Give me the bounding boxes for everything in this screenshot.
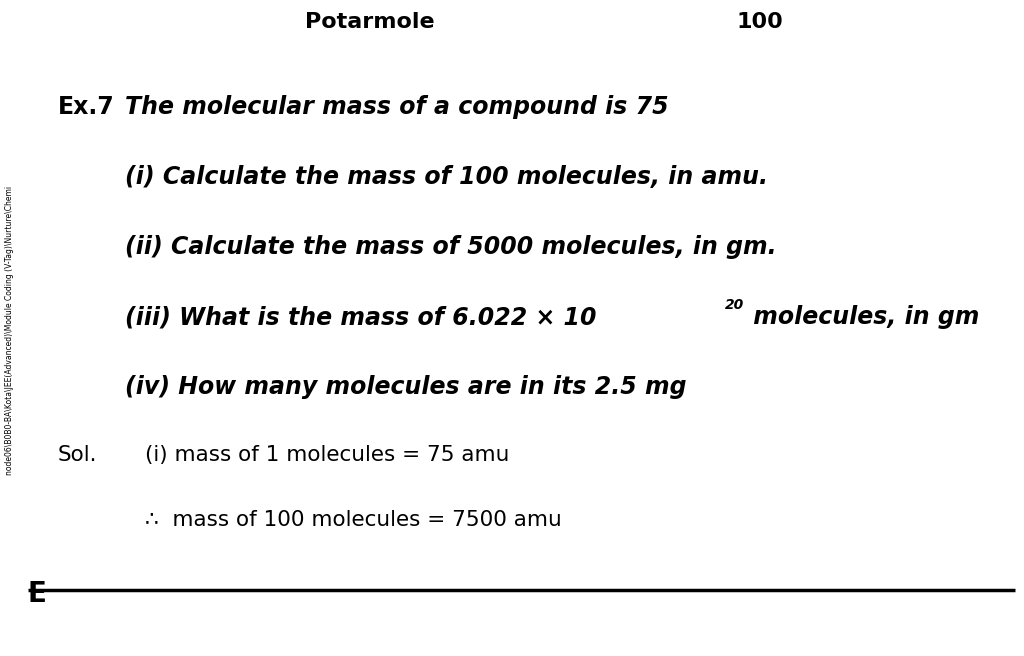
Text: node06\B0B0-BA\Kota\JEE(Advanced)\Module Coding (V-Tag)\Nurture\Chemi: node06\B0B0-BA\Kota\JEE(Advanced)\Module… [5,186,14,474]
Text: 100: 100 [736,12,783,32]
Text: (i) Calculate the mass of 100 molecules, in amu.: (i) Calculate the mass of 100 molecules,… [125,165,768,189]
Text: (iii) What is the mass of 6.022 × 10: (iii) What is the mass of 6.022 × 10 [125,305,597,329]
Text: (iv) How many molecules are in its 2.5 mg: (iv) How many molecules are in its 2.5 m… [125,375,686,399]
Text: ∴  mass of 100 molecules = 7500 amu: ∴ mass of 100 molecules = 7500 amu [145,510,562,530]
Text: Sol.: Sol. [58,445,97,465]
Text: (i) mass of 1 molecules = 75 amu: (i) mass of 1 molecules = 75 amu [145,445,509,465]
Text: 20: 20 [725,298,744,312]
Text: Potarmole: Potarmole [305,12,435,32]
Text: (ii) Calculate the mass of 5000 molecules, in gm.: (ii) Calculate the mass of 5000 molecule… [125,235,776,259]
Text: Ex.7: Ex.7 [58,95,115,119]
Text: The molecular mass of a compound is 75: The molecular mass of a compound is 75 [125,95,669,119]
Text: E: E [28,580,47,608]
Text: molecules, in gm: molecules, in gm [745,305,979,329]
